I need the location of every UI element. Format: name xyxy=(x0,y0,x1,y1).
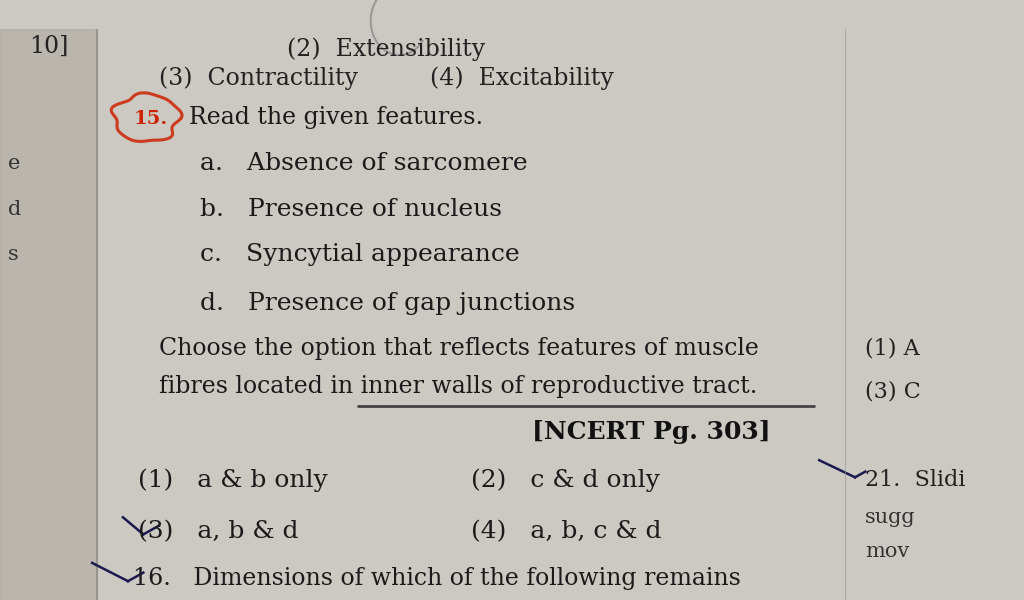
Text: sugg: sugg xyxy=(865,508,915,527)
Text: 21.  Slidi: 21. Slidi xyxy=(865,469,966,491)
Text: d: d xyxy=(8,200,22,218)
Text: 16.   Dimensions of which of the following remains: 16. Dimensions of which of the following… xyxy=(133,567,741,590)
Text: [NCERT Pg. 303]: [NCERT Pg. 303] xyxy=(532,419,771,443)
Text: d.   Presence of gap junctions: d. Presence of gap junctions xyxy=(200,292,574,315)
Text: c.   Syncytial appearance: c. Syncytial appearance xyxy=(200,243,519,266)
Text: e: e xyxy=(8,154,20,173)
Text: (2)   c & d only: (2) c & d only xyxy=(471,469,659,492)
Text: 10]: 10] xyxy=(29,35,68,58)
Text: (4)   a, b, c & d: (4) a, b, c & d xyxy=(471,520,662,543)
Text: Read the given features.: Read the given features. xyxy=(189,106,483,130)
Text: (4)  Excitability: (4) Excitability xyxy=(430,66,614,89)
Text: (3)   a, b & d: (3) a, b & d xyxy=(138,520,299,543)
Text: Choose the option that reflects features of muscle: Choose the option that reflects features… xyxy=(159,337,759,361)
Text: (3)  Contractility: (3) Contractility xyxy=(159,66,357,89)
Text: (3) C: (3) C xyxy=(865,381,921,403)
Text: s: s xyxy=(8,245,18,264)
Text: (1)   a & b only: (1) a & b only xyxy=(138,469,328,492)
Text: a.   Absence of sarcomere: a. Absence of sarcomere xyxy=(200,152,527,175)
Text: 15.: 15. xyxy=(133,110,168,128)
Text: (2)  Extensibility: (2) Extensibility xyxy=(287,38,485,61)
Text: b.   Presence of nucleus: b. Presence of nucleus xyxy=(200,197,502,221)
Text: fibres located in inner walls of reproductive tract.: fibres located in inner walls of reprodu… xyxy=(159,374,757,398)
Text: (1) A: (1) A xyxy=(865,338,920,360)
Text: mov: mov xyxy=(865,542,909,561)
Bar xyxy=(0,29,97,600)
